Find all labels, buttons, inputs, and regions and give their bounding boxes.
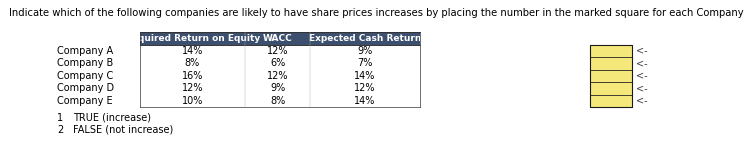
Bar <box>590 82 632 95</box>
Text: 9%: 9% <box>358 46 373 56</box>
Text: 14%: 14% <box>355 96 376 106</box>
Text: 12%: 12% <box>267 71 288 81</box>
Text: 12%: 12% <box>267 46 288 56</box>
Text: 1: 1 <box>57 113 63 123</box>
Text: 2: 2 <box>57 125 63 135</box>
Text: Company D: Company D <box>57 83 114 93</box>
Text: 7%: 7% <box>358 58 373 68</box>
Text: 14%: 14% <box>181 46 203 56</box>
Text: Company A: Company A <box>57 46 113 56</box>
Text: FALSE (not increase): FALSE (not increase) <box>73 125 173 135</box>
Text: 12%: 12% <box>181 83 203 93</box>
Text: <-: <- <box>636 71 648 81</box>
Text: 8%: 8% <box>185 58 200 68</box>
Text: 9%: 9% <box>270 83 285 93</box>
Text: TRUE (increase): TRUE (increase) <box>73 113 151 123</box>
Text: <-: <- <box>636 83 648 93</box>
Bar <box>590 45 632 107</box>
Bar <box>590 45 632 57</box>
Text: 12%: 12% <box>354 83 376 93</box>
Bar <box>590 69 632 82</box>
Text: Company E: Company E <box>57 96 113 106</box>
Bar <box>590 57 632 69</box>
Text: Company B: Company B <box>57 58 113 68</box>
Text: Indicate which of the following companies are likely to have share prices increa: Indicate which of the following companie… <box>9 8 744 18</box>
Text: 6%: 6% <box>270 58 285 68</box>
Text: WACC: WACC <box>263 34 292 43</box>
Text: <-: <- <box>636 58 648 68</box>
Bar <box>140 32 420 45</box>
Text: 14%: 14% <box>355 71 376 81</box>
Text: Company C: Company C <box>57 71 113 81</box>
Text: Expected Cash Return: Expected Cash Return <box>309 34 421 43</box>
Text: 10%: 10% <box>181 96 203 106</box>
Bar <box>590 95 632 107</box>
Text: 16%: 16% <box>181 71 203 81</box>
Text: <-: <- <box>636 96 648 106</box>
Text: <-: <- <box>636 46 648 56</box>
Text: Required Return on Equity: Required Return on Equity <box>125 34 260 43</box>
Text: 8%: 8% <box>270 96 285 106</box>
